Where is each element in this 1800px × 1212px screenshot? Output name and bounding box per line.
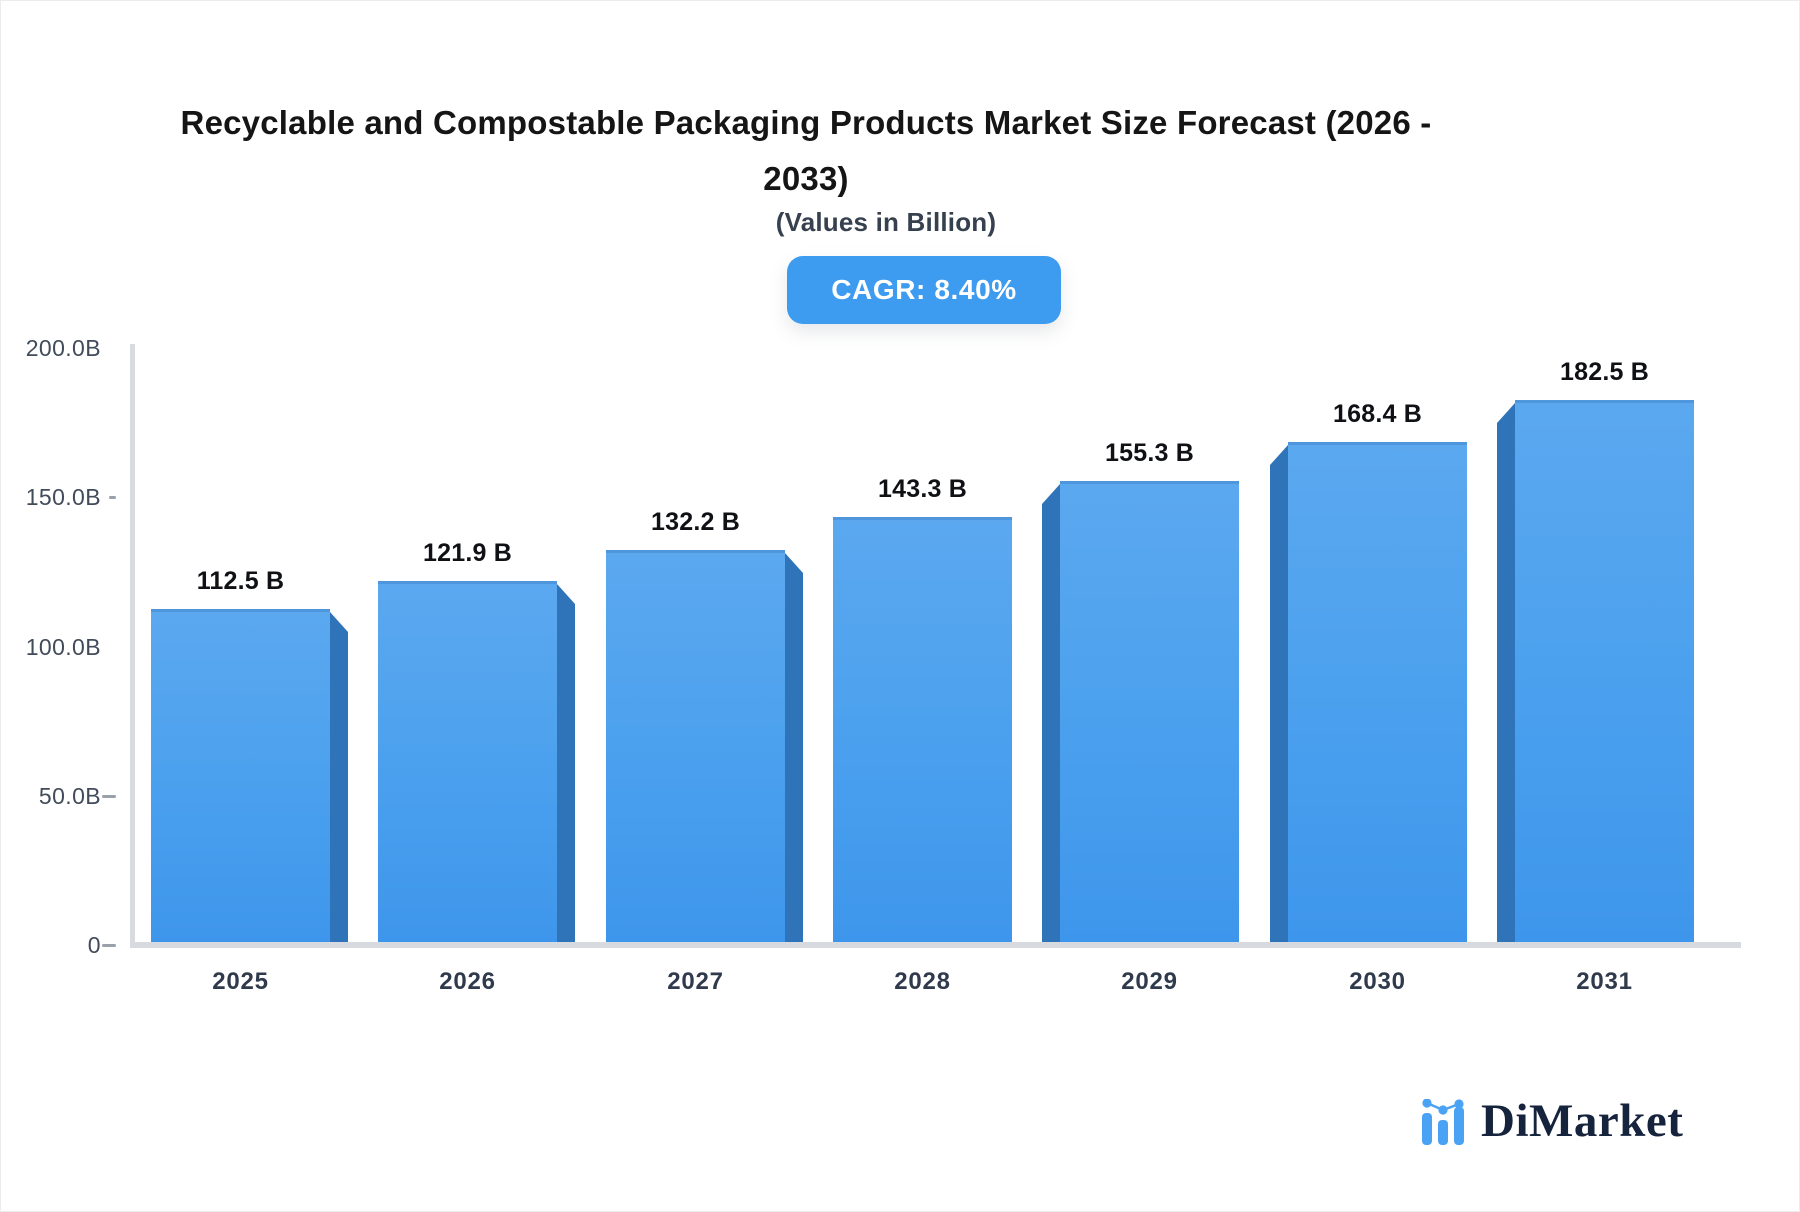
chart-title-line2: 2033)	[763, 160, 849, 197]
value-label-2026: 121.9 B	[423, 539, 512, 567]
x-axis-label-2027: 2027	[667, 968, 724, 995]
chart-subtitle: (Values in Billion)	[775, 207, 997, 237]
y-axis-label-0: 0	[87, 932, 101, 958]
x-axis-label-2030: 2030	[1349, 968, 1406, 995]
y-axis-tick	[102, 795, 116, 798]
y-axis-tick	[109, 496, 116, 499]
value-label-2027: 132.2 B	[651, 508, 740, 536]
bar-2025[interactable]	[151, 609, 348, 945]
bar-2029[interactable]	[1042, 481, 1239, 945]
value-label-2025: 112.5 B	[196, 567, 285, 595]
value-label-2028: 143.3 B	[878, 475, 967, 503]
bar-2031[interactable]	[1497, 400, 1694, 945]
x-axis-label-2026: 2026	[439, 968, 496, 995]
bar-2030[interactable]	[1270, 442, 1467, 945]
bar-side-2025	[330, 612, 348, 945]
bar-side-2026	[557, 584, 575, 945]
y-axis-label-100-0B: 100.0B	[25, 634, 101, 660]
x-axis-label-2031: 2031	[1576, 968, 1633, 995]
bar-2027[interactable]	[606, 550, 803, 945]
bar-side-2031	[1497, 403, 1515, 945]
x-axis-baseline	[130, 942, 1741, 948]
y-axis-tick	[102, 944, 116, 947]
x-axis-label-2028: 2028	[894, 968, 951, 995]
bar-line-chart-icon	[1422, 1099, 1464, 1145]
cagr-badge: CAGR: 8.40%	[787, 256, 1061, 324]
brand-logo: DiMarket	[1419, 1097, 1683, 1145]
bar-2026[interactable]	[378, 581, 575, 945]
bar-side-2027	[785, 553, 803, 945]
bar-side-2030	[1270, 445, 1288, 945]
brand-logo-text: DiMarket	[1481, 1095, 1684, 1147]
value-label-2029: 155.3 B	[1105, 439, 1194, 467]
value-label-2031: 182.5 B	[1560, 358, 1649, 386]
x-axis-label-2029: 2029	[1121, 968, 1178, 995]
x-axis-label-2025: 2025	[212, 968, 269, 995]
y-axis-label-200-0B: 200.0B	[25, 335, 101, 361]
bar-2028[interactable]	[833, 517, 1012, 945]
chart-title: Recyclable and Compostable Packaging Pro…	[1, 95, 1611, 207]
bar-side-2029	[1042, 484, 1060, 945]
y-axis-label-50-0B: 50.0B	[38, 783, 101, 809]
value-label-2030: 168.4 B	[1333, 400, 1422, 428]
chart-title-line1: Recyclable and Compostable Packaging Pro…	[180, 104, 1432, 141]
y-axis-label-150-0B: 150.0B	[25, 484, 101, 510]
y-axis-line	[130, 344, 135, 948]
plot-area: 112.5 B 121.9 B 132.2 B 143.3 B 155.3 B 168.4…	[133, 348, 1741, 945]
